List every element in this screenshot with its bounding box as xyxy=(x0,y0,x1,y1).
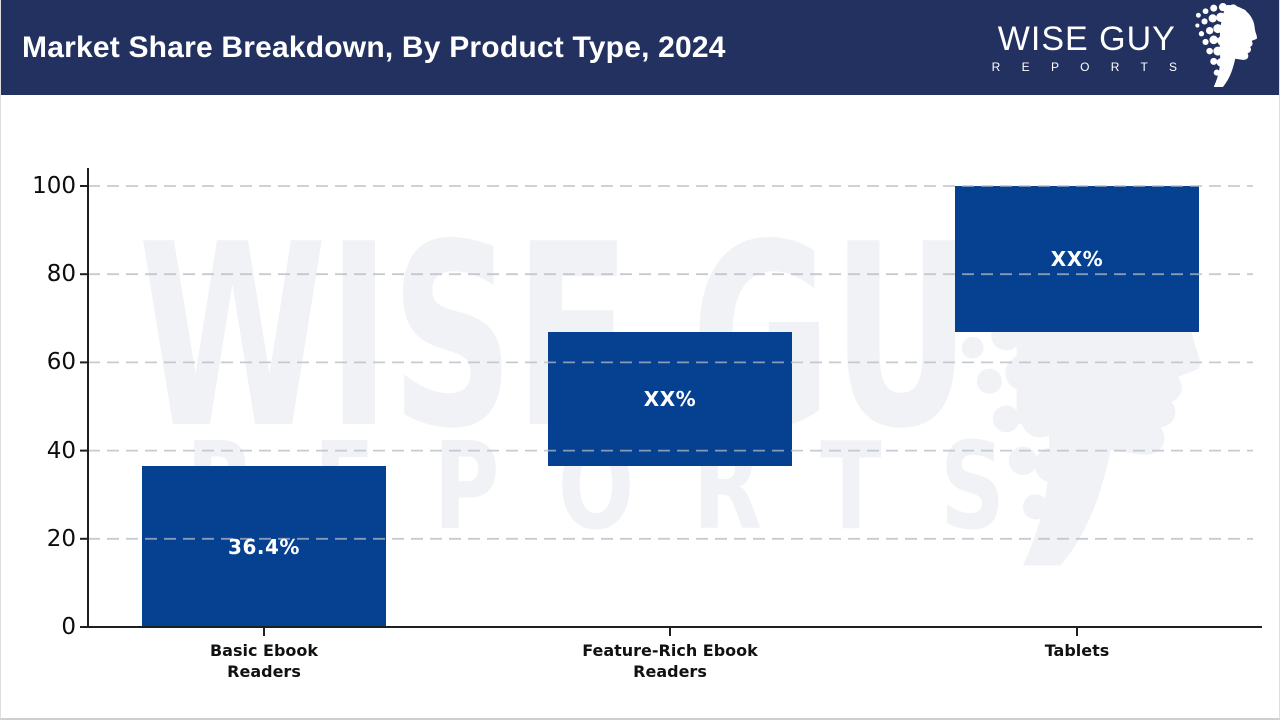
head-icon-svg xyxy=(1195,2,1257,87)
x-category-label-line: Basic Ebook xyxy=(209,641,319,660)
y-tick-label: 0 xyxy=(61,614,76,640)
y-tick-label: 20 xyxy=(46,525,76,552)
y-tick-label: 60 xyxy=(46,349,76,376)
bar-value-label: 36.4% xyxy=(228,534,300,559)
bar-basic-ebook-readers xyxy=(142,466,386,627)
chart-title: Market Share Breakdown, By Product Type,… xyxy=(22,30,726,64)
watermark-wiseguy-text: WISE GUY xyxy=(138,191,1095,484)
header-bar: Market Share Breakdown, By Product Type,… xyxy=(0,0,1280,95)
x-category-label-line: Tablets xyxy=(1044,641,1110,660)
x-category-label: Feature-Rich Ebook Readers xyxy=(535,640,805,682)
x-category-label-line: Feature-Rich Ebook xyxy=(582,641,758,660)
brand-logo-text: WISE GUY R E P O R T S xyxy=(988,22,1186,74)
brand-logo-subtitle: R E P O R T S xyxy=(991,59,1186,74)
head-icon-svg xyxy=(947,222,1200,566)
bar-value-label: XX% xyxy=(1050,247,1104,272)
x-category-label-line: Readers xyxy=(633,662,707,681)
logo-head-icon xyxy=(1192,2,1258,93)
bar-value-label: XX% xyxy=(643,387,697,412)
x-category-label-line: Readers xyxy=(227,662,301,681)
bar-tablets xyxy=(955,186,1199,333)
brand-logo-name: WISE GUY xyxy=(997,19,1176,58)
watermark-head-icon xyxy=(935,222,1203,578)
y-tick-label: 80 xyxy=(46,261,76,288)
bar-feature-rich-ebook-readers xyxy=(548,332,792,467)
y-tick-label: 40 xyxy=(46,437,76,464)
watermark-reports-text: R E P O R T S xyxy=(186,418,1019,557)
y-tick-label: 100 xyxy=(32,173,76,199)
x-category-label: Tablets xyxy=(942,640,1212,661)
brand-logo: WISE GUY R E P O R T S xyxy=(988,2,1258,93)
x-category-label: Basic Ebook Readers xyxy=(129,640,399,682)
